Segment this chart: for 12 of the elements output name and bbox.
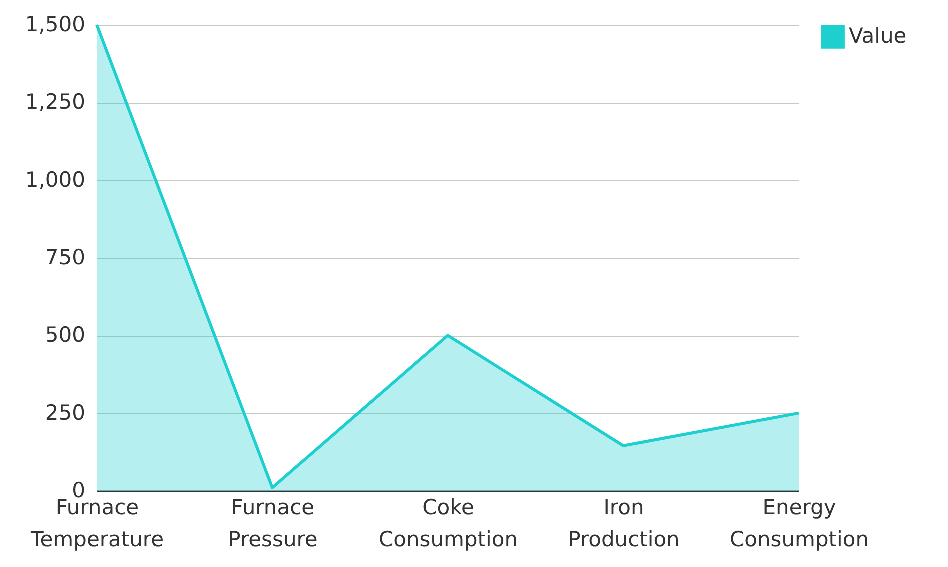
legend-label: Value	[849, 24, 907, 48]
y-tick-label: 0	[72, 478, 86, 502]
y-tick-label: 250	[45, 400, 86, 425]
x-tick-label: Iron Production	[568, 496, 680, 552]
y-tick-label: 1,000	[25, 168, 86, 192]
y-tick-label: 1,250	[25, 90, 86, 114]
y-tick-label: 1,500	[25, 12, 86, 36]
x-tick-label: Coke Consumption	[378, 496, 518, 552]
x-tick-label: Energy Consumption	[730, 496, 870, 552]
y-tick-label: 750	[45, 246, 86, 270]
y-tick-label: 500	[45, 323, 86, 348]
x-tick-label: Furnace Pressure	[228, 496, 318, 552]
